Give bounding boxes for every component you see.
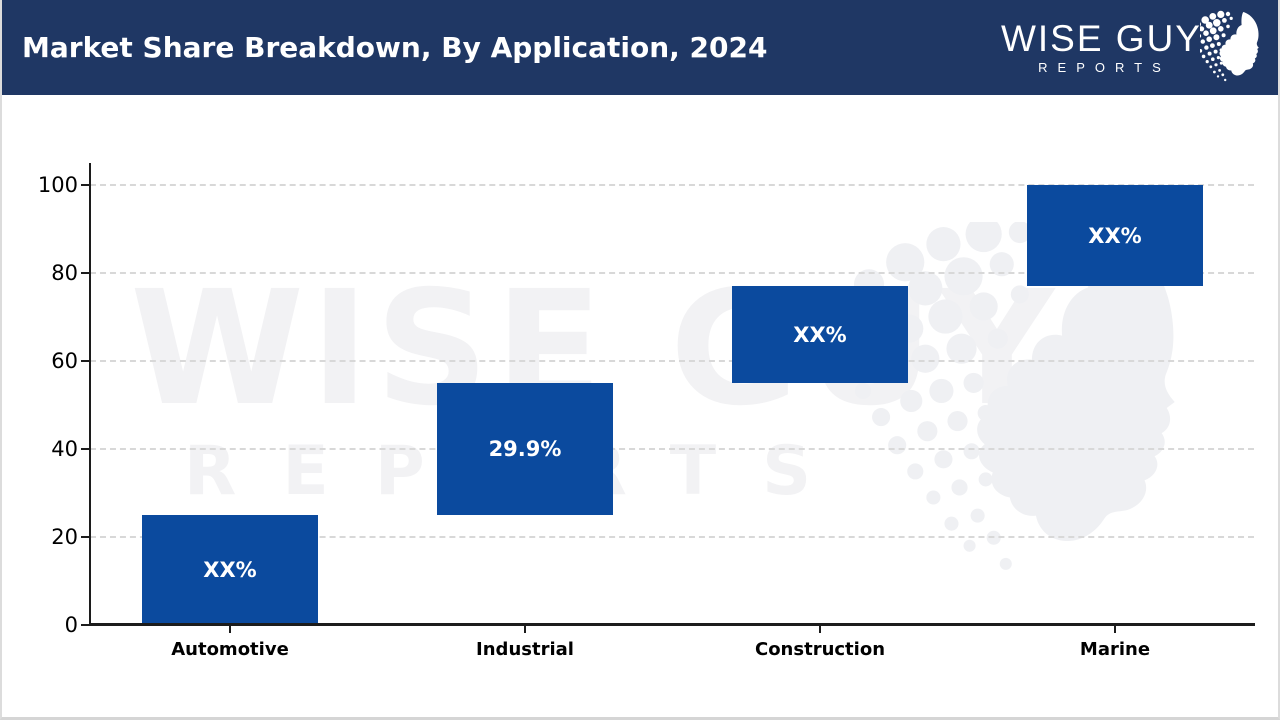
bar-automotive: XX% (142, 515, 318, 625)
x-axis-line (89, 623, 1255, 626)
bar-marine: XX% (1027, 185, 1203, 286)
x-tick-mark (229, 625, 231, 633)
y-axis-line (89, 163, 91, 625)
x-axis-label: Construction (754, 639, 886, 660)
wiseguy-logo: WISE GUY REPORTS (1000, 6, 1278, 90)
gridline (90, 448, 1254, 450)
logo-text-line1: WISE GUY (1000, 18, 1202, 59)
y-tick-label: 60 (51, 349, 78, 373)
gridline (90, 536, 1254, 538)
y-tick-mark (81, 272, 90, 274)
x-tick-mark (524, 625, 526, 633)
y-tick-label: 40 (51, 437, 78, 461)
y-tick-label: 20 (51, 525, 78, 549)
y-tick-label: 100 (37, 173, 78, 197)
x-axis-label: Automotive (171, 639, 289, 660)
bar-value-label: XX% (1088, 223, 1142, 248)
bar-value-label: XX% (203, 558, 257, 582)
y-tick-mark (81, 360, 90, 362)
bar-industrial: 29.9% (437, 383, 613, 515)
gridline (90, 360, 1254, 362)
x-tick-mark (1114, 625, 1116, 633)
header-bar: Market Share Breakdown, By Application, … (2, 0, 1278, 95)
logo-text-line2: REPORTS (1038, 60, 1171, 75)
y-tick-label: 80 (51, 261, 78, 285)
bar-construction: XX% (732, 286, 908, 383)
x-axis-label: Industrial (476, 639, 574, 660)
y-tick-mark (81, 536, 90, 538)
gridline (90, 184, 1254, 186)
y-tick-mark (81, 448, 90, 450)
bar-value-label: 29.9% (488, 437, 562, 461)
gridline (90, 272, 1254, 274)
y-tick-label: 0 (64, 613, 78, 637)
logo-head-icon (1200, 10, 1259, 81)
x-axis-label: Marine (1079, 639, 1151, 660)
x-tick-mark (819, 625, 821, 633)
y-tick-mark (81, 624, 90, 626)
y-tick-mark (81, 184, 90, 186)
page-title: Market Share Breakdown, By Application, … (22, 31, 768, 64)
bar-value-label: XX% (793, 322, 847, 347)
